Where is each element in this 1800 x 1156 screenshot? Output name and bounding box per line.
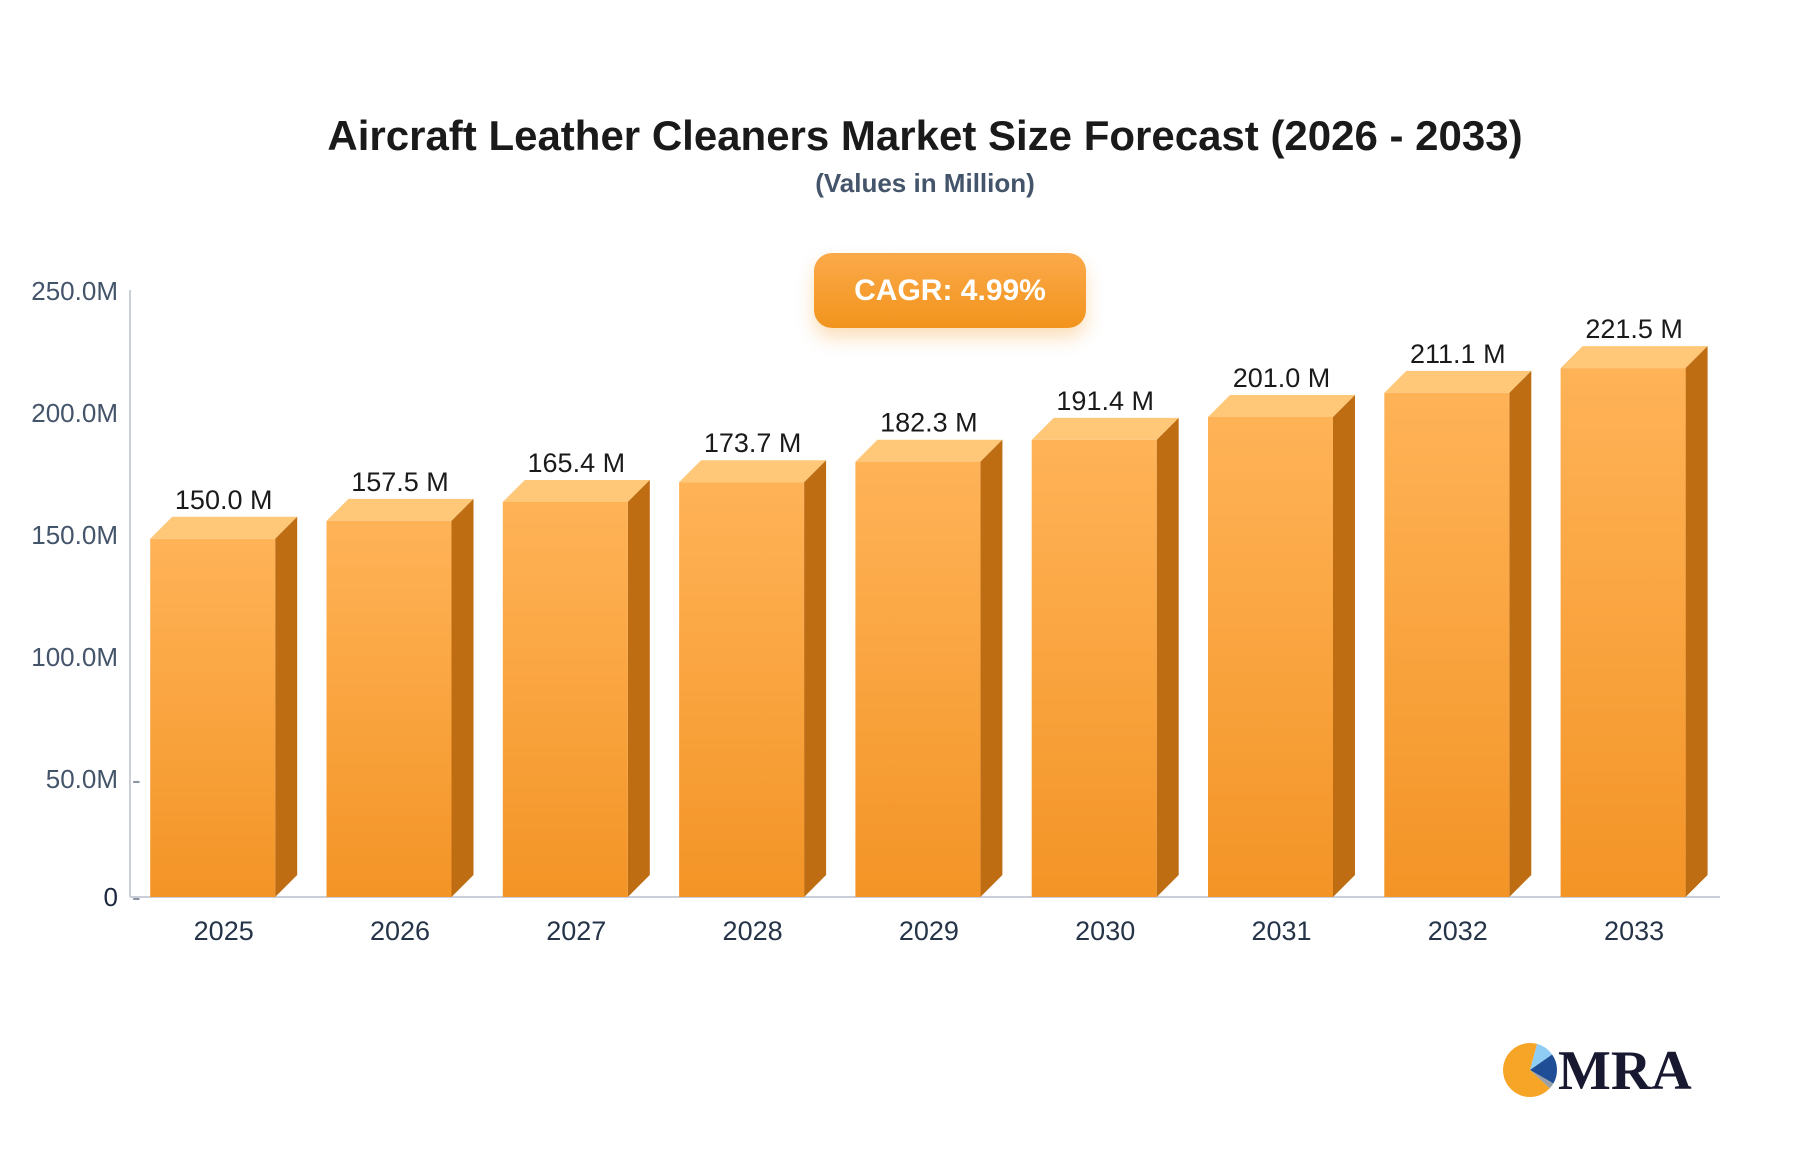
- svg-text:-: -: [132, 765, 141, 795]
- svg-text:MRA: MRA: [1558, 1040, 1692, 1102]
- svg-text:2030: 2030: [1075, 916, 1135, 946]
- svg-text:2029: 2029: [899, 916, 959, 946]
- svg-text:100.0M: 100.0M: [31, 642, 118, 672]
- svg-text:2027: 2027: [546, 916, 606, 946]
- svg-text:0: 0: [104, 882, 118, 912]
- svg-text:157.5 M: 157.5 M: [351, 467, 449, 497]
- svg-text:221.5 M: 221.5 M: [1585, 314, 1683, 344]
- svg-text:150.0 M: 150.0 M: [175, 485, 273, 515]
- svg-text:165.4 M: 165.4 M: [528, 448, 626, 478]
- svg-text:200.0M: 200.0M: [31, 398, 118, 428]
- svg-text:191.4 M: 191.4 M: [1056, 386, 1154, 416]
- svg-text:173.7 M: 173.7 M: [704, 428, 802, 458]
- svg-text:2026: 2026: [370, 916, 430, 946]
- svg-text:2032: 2032: [1428, 916, 1488, 946]
- svg-text:50.0M: 50.0M: [46, 764, 118, 794]
- svg-text:150.0M: 150.0M: [31, 520, 118, 550]
- svg-text:2031: 2031: [1251, 916, 1311, 946]
- svg-text:250.0M: 250.0M: [31, 276, 118, 306]
- svg-text:2033: 2033: [1604, 916, 1664, 946]
- svg-text:2025: 2025: [194, 916, 254, 946]
- svg-text:2028: 2028: [723, 916, 783, 946]
- svg-text:201.0 M: 201.0 M: [1233, 363, 1331, 393]
- svg-text:211.1 M: 211.1 M: [1410, 339, 1506, 369]
- svg-text:182.3 M: 182.3 M: [880, 408, 978, 438]
- svg-text:-: -: [132, 882, 141, 912]
